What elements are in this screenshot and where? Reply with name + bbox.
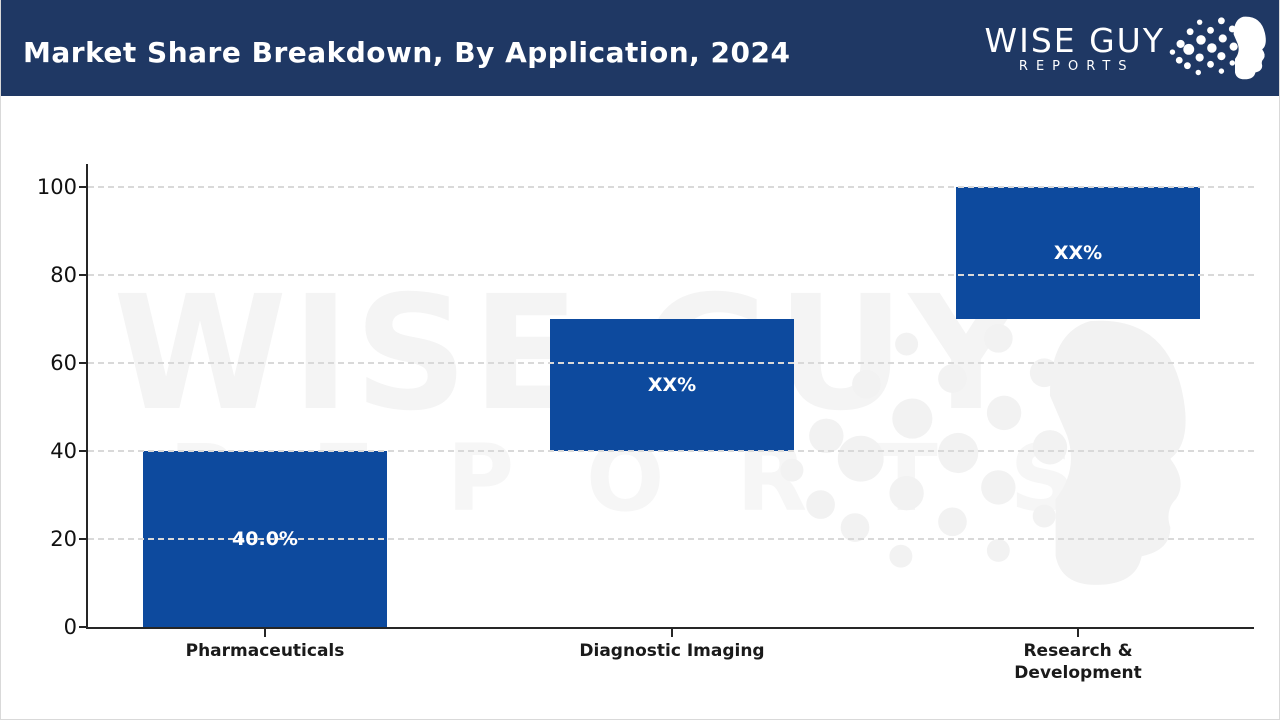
logo-text: WISE GUY REPORTS (984, 24, 1165, 73)
gridline (88, 538, 1254, 540)
y-tick-mark (79, 362, 88, 364)
gridline (88, 186, 1254, 188)
bar-value-label: XX% (1053, 242, 1103, 264)
x-tick-mark (264, 629, 266, 637)
gridline (88, 450, 1254, 452)
gridline (88, 362, 1254, 364)
y-axis-tick-label: 60 (50, 351, 77, 375)
bar-value-label: XX% (647, 374, 697, 396)
y-axis-tick-label: 0 (63, 615, 77, 639)
logo-subtext: REPORTS (1018, 58, 1135, 74)
bar-2 (550, 319, 794, 451)
bar-3 (956, 187, 1200, 319)
wise-guy-logo: WISE GUY REPORTS (984, 8, 1269, 88)
x-tick-mark (671, 629, 673, 637)
y-axis-tick-label: 40 (50, 439, 77, 463)
y-tick-mark (79, 186, 88, 188)
logo-head-icon (1169, 16, 1266, 80)
logo-wordmark: WISE GUY (984, 20, 1165, 60)
y-axis-tick-label: 20 (50, 527, 77, 551)
y-axis-tick-label: 100 (36, 175, 77, 199)
chart-title: Market Share Breakdown, By Application, … (23, 36, 791, 69)
y-tick-mark (79, 626, 88, 628)
x-category-label: Pharmaceuticals (185, 641, 345, 661)
y-axis-line (86, 164, 88, 629)
watermark-head-icon (780, 320, 1186, 585)
x-category-label: Diagnostic Imaging (579, 641, 765, 661)
y-tick-mark (79, 538, 88, 540)
x-tick-mark (1077, 629, 1079, 637)
x-category-label: Research & Development (1014, 641, 1142, 683)
y-tick-mark (79, 450, 88, 452)
x-axis-line (86, 627, 1254, 629)
y-axis-tick-label: 80 (50, 263, 77, 287)
header-bar: Market Share Breakdown, By Application, … (1, 0, 1279, 96)
bar-value-label: 40.0% (232, 528, 298, 550)
gridline (88, 274, 1254, 276)
y-tick-mark (79, 274, 88, 276)
